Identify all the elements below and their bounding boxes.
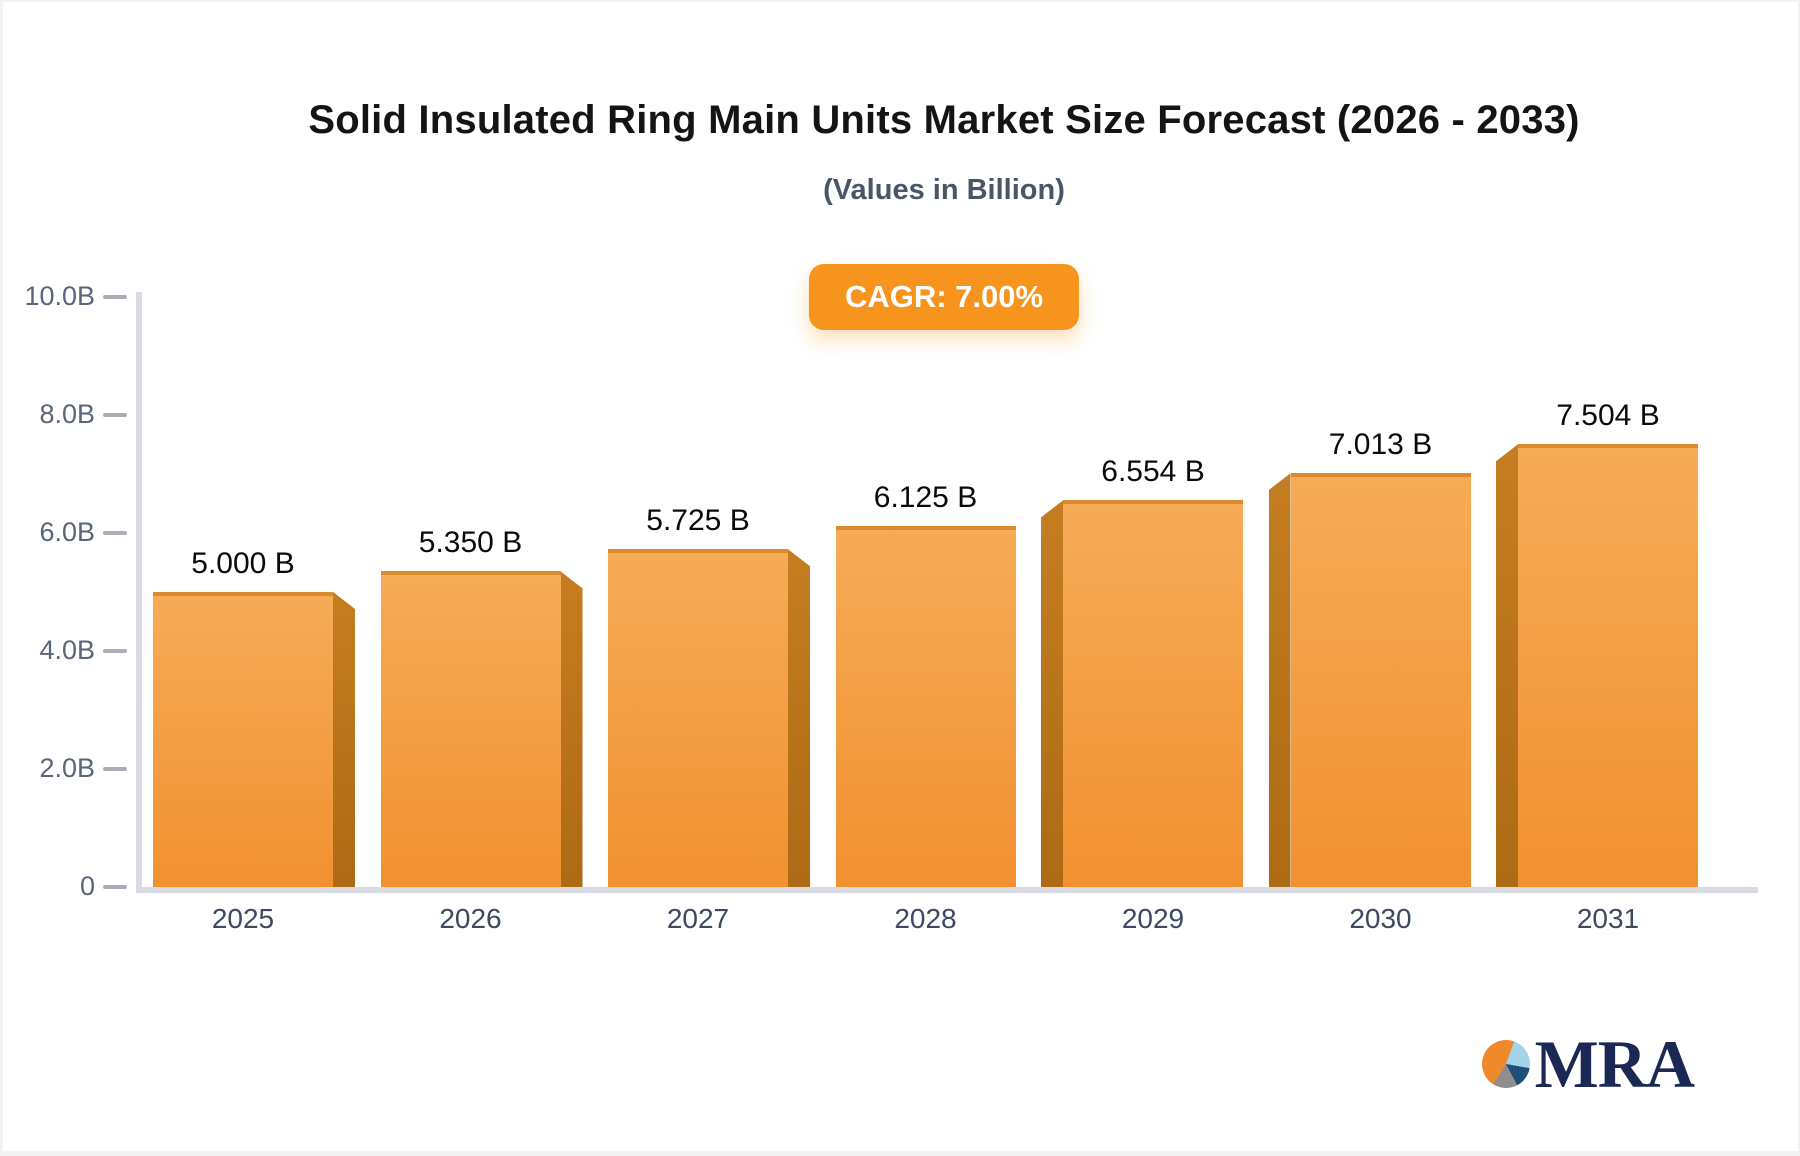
x-tick-label: 2027	[666, 903, 730, 934]
bar-value-label: 5.000 B	[191, 547, 295, 580]
bar-side	[788, 549, 810, 887]
x-tick-label: 2029	[1121, 903, 1185, 934]
y-tick-dash	[103, 295, 127, 299]
cagr-badge: CAGR: 7.00%	[808, 264, 1080, 330]
bar-value-label: 6.125 B	[873, 480, 978, 514]
logo-text: MRA	[1534, 1026, 1695, 1102]
pie-chart-logo-icon	[1481, 1040, 1530, 1088]
y-tick-dash	[103, 767, 127, 771]
chart: 10.0B 8.0B 6.0B 4.0B 2.0B 0 5.000 B 2025 5.350 B…	[3, 2, 1798, 1151]
bar-value-label: 6.554 B	[1101, 455, 1205, 489]
bar	[1518, 444, 1698, 887]
y-tick-dash	[103, 649, 127, 653]
y-axis-line	[136, 292, 142, 893]
x-tick-label: 2031	[1576, 903, 1640, 934]
page-subtitle: (Values in Billion)	[823, 174, 1065, 206]
page-title: Solid Insulated Ring Main Units Market S…	[308, 98, 1580, 142]
y-tick-label: 6.0B	[39, 517, 95, 547]
x-tick-label: 2028	[894, 903, 957, 934]
y-tick-dash	[103, 885, 127, 889]
bar-value-label: 5.350 B	[418, 526, 523, 560]
x-tick-label: 2026	[439, 903, 502, 934]
bar	[153, 592, 333, 887]
bar-side	[560, 571, 583, 887]
chart-card: Solid Insulated Ring Main Units Market S…	[3, 2, 1798, 1151]
bar	[380, 571, 561, 887]
y-tick-dash	[103, 413, 127, 417]
bar	[1290, 473, 1471, 887]
y-tick-label: 8.0B	[39, 399, 95, 429]
x-tick-label: 2025	[211, 903, 275, 934]
bar-value-label: 7.013 B	[1328, 428, 1433, 462]
bar-side	[333, 592, 355, 887]
bar	[608, 549, 788, 887]
bar-side	[1268, 473, 1291, 887]
bar-value-label: 5.725 B	[646, 504, 750, 538]
bar-side	[1496, 444, 1518, 887]
y-tick-label: 2.0B	[39, 753, 95, 783]
y-tick-label: 4.0B	[39, 635, 95, 665]
bar-value-label: 7.504 B	[1556, 399, 1660, 433]
y-tick-dash	[103, 531, 127, 535]
x-axis-line	[136, 887, 1758, 893]
x-tick-label: 2030	[1349, 903, 1412, 934]
bar-side	[1041, 500, 1063, 887]
bar	[1063, 500, 1243, 887]
y-tick-label: 0	[79, 871, 95, 901]
logo: MRA	[1481, 1026, 1695, 1102]
bar	[835, 525, 1016, 887]
y-tick-label: 10.0B	[24, 281, 95, 311]
